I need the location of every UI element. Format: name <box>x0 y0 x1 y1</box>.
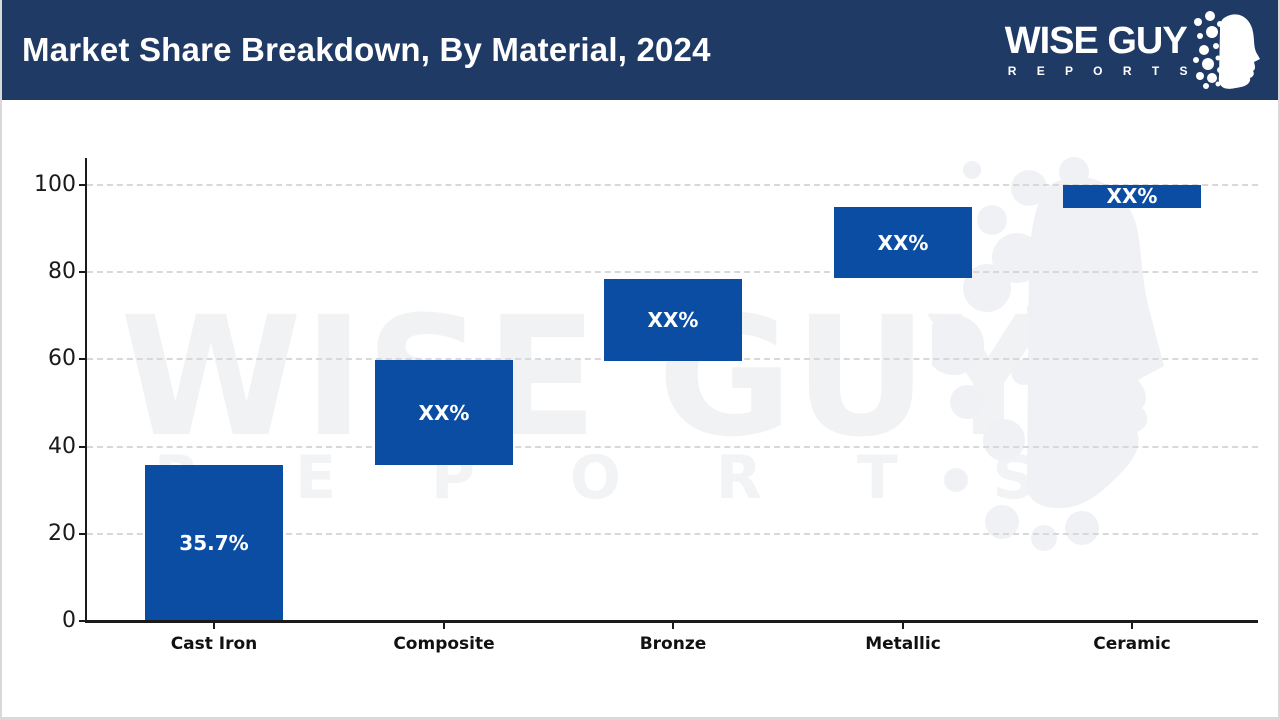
brand-name: WISE GUY <box>1004 20 1188 62</box>
x-category-label: Composite <box>393 634 495 654</box>
y-tick-label: 0 <box>62 608 76 633</box>
watermark-text-primary: WISE GUY <box>120 281 1050 473</box>
y-tick-mark <box>79 620 87 622</box>
x-tick-mark <box>213 622 215 629</box>
y-tick-mark <box>79 532 87 535</box>
x-axis-spine <box>85 620 1258 623</box>
brand-subtitle: R E P O R T S <box>1007 64 1196 78</box>
y-tick-label: 20 <box>48 520 76 546</box>
page-title: Market Share Breakdown, By Material, 202… <box>22 31 711 68</box>
y-gridline <box>87 271 1258 274</box>
y-gridline <box>87 445 1258 448</box>
watermark-text-secondary: R E P O R T S <box>154 443 1073 513</box>
y-tick-mark <box>79 358 87 361</box>
watermark-face-icon <box>932 157 1164 551</box>
y-tick-mark <box>79 271 87 274</box>
y-axis-spine <box>85 158 87 623</box>
y-gridline <box>87 184 1258 186</box>
bar-value-label: XX% <box>877 230 929 255</box>
y-tick-label: 80 <box>48 259 76 285</box>
y-gridline <box>87 532 1258 535</box>
chart-canvas: WISE GUY R E P O R T S 0 20 40 60 80 100 35.7%… <box>2 100 1278 717</box>
header-bar: Market Share Breakdown, By Material, 202… <box>2 0 1278 100</box>
bar-value-label: 35.7% <box>179 531 249 556</box>
x-category-label: Ceramic <box>1093 634 1171 654</box>
bar-bronze: XX% <box>604 279 742 362</box>
x-tick-mark <box>902 622 904 629</box>
y-tick-label: 100 <box>34 172 76 197</box>
bar-metallic: XX% <box>834 207 972 278</box>
brand-logo-text: WISE GUY R E P O R T S <box>1005 22 1196 78</box>
bar-value-label: XX% <box>1106 184 1158 209</box>
x-category-label: Cast Iron <box>170 634 258 654</box>
dotted-face-profile-icon <box>1193 11 1260 89</box>
y-tick-mark <box>79 445 87 448</box>
bar-value-label: XX% <box>647 308 699 333</box>
bar-ceramic: XX% <box>1063 184 1201 209</box>
bar-composite: XX% <box>375 360 513 466</box>
y-tick-mark <box>79 184 87 186</box>
y-tick-label: 40 <box>48 433 76 459</box>
x-category-label: Metallic <box>865 634 941 654</box>
x-tick-mark <box>443 622 445 629</box>
x-tick-mark <box>1131 622 1133 629</box>
brand-logo: WISE GUY R E P O R T S <box>1005 8 1278 92</box>
bar-value-label: XX% <box>418 400 470 425</box>
x-tick-mark <box>672 622 674 629</box>
x-category-label: Bronze <box>639 634 707 654</box>
bar-cast-iron: 35.7% <box>145 465 283 621</box>
y-tick-label: 60 <box>48 346 76 372</box>
